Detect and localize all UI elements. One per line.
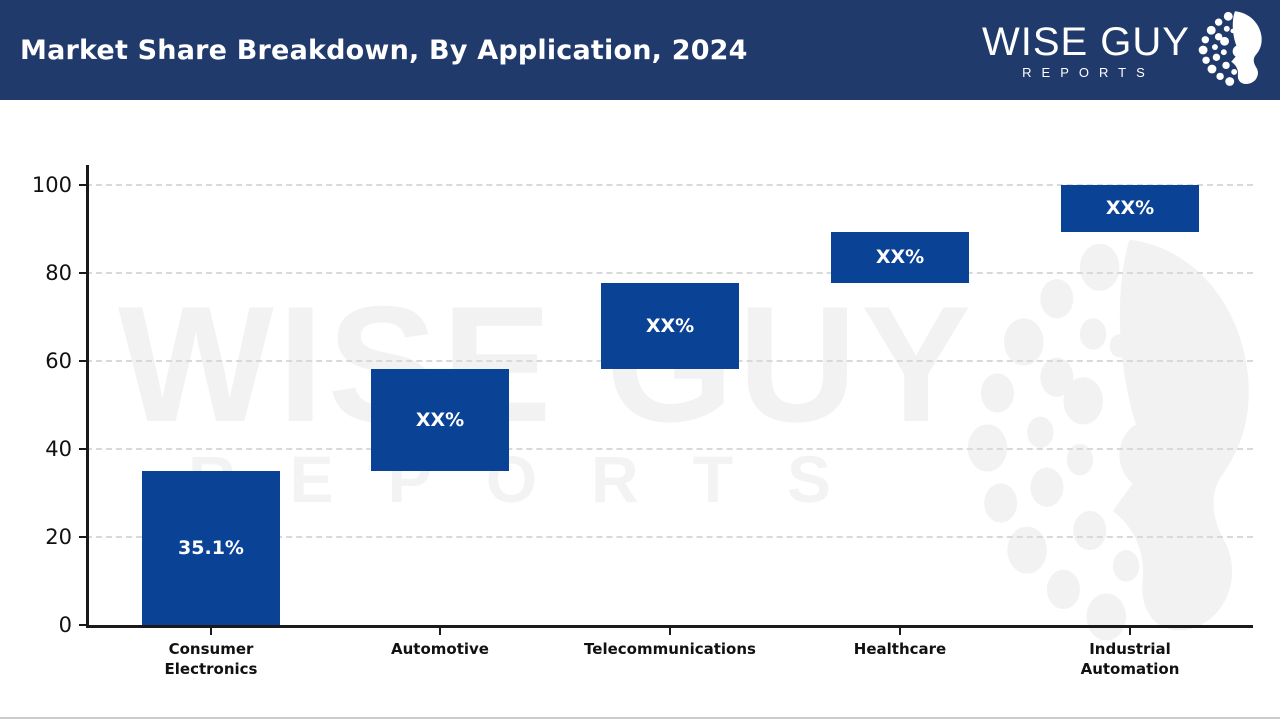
x-axis-spine [86,625,1253,628]
logo-head-icon [1192,9,1266,91]
x-axis-label-line: Electronics [164,660,258,678]
x-axis-category-label: Industrial Automation [1020,639,1240,679]
bar-telecommunications: XX% [601,283,739,369]
x-axis-category-label: Automotive [330,639,550,659]
logo-text: WISE GUY REPORTS [982,21,1190,80]
gridline-80 [86,272,1253,274]
y-tick-label: 20 [45,525,72,549]
wiseguy-logo: WISE GUY REPORTS [982,9,1266,91]
y-tick-label: 100 [31,173,72,197]
y-tick-label: 60 [45,349,72,373]
y-tick-label: 40 [45,437,72,461]
bar-value-label: XX% [415,408,465,431]
y-tick-mark [79,184,86,186]
logo-wordmark: WISE GUY [981,19,1190,64]
x-axis-category-label: Healthcare [790,639,1010,659]
y-tick-mark [79,536,86,538]
x-axis-label-line: Healthcare [853,640,947,658]
x-tick-mark [899,628,901,635]
x-tick-mark [1129,628,1131,635]
y-tick-mark [79,360,86,362]
x-axis-label-line: Automation [1080,660,1180,678]
y-tick-label: 0 [58,613,72,637]
bar-automotive: XX% [371,368,509,471]
x-axis-label-line: Consumer [168,640,254,658]
gridline-20 [86,536,1253,538]
gridline-100 [86,184,1253,186]
logo-subtitle: REPORTS [1022,64,1155,80]
bar-value-label: 35.1% [178,536,244,559]
bar-consumer-electronics: 35.1% [142,470,280,625]
x-axis-category-label: Telecommunications [560,639,780,659]
x-axis-category-label: Consumer Electronics [101,639,321,679]
x-axis-label-line: Industrial [1089,640,1171,658]
header-bar: Market Share Breakdown, By Application, … [0,0,1280,100]
bar-value-label: XX% [1105,197,1155,220]
x-tick-mark [439,628,441,635]
x-axis-label-line: Automotive [391,640,489,658]
y-tick-label: 80 [45,261,72,285]
x-axis-label-line: Telecommunications [584,640,756,658]
x-tick-mark [669,628,671,635]
gridline-40 [86,448,1253,450]
bar-healthcare: XX% [831,231,969,284]
y-tick-mark [79,448,86,450]
y-tick-mark [79,272,86,274]
bar-value-label: XX% [875,246,925,269]
x-tick-mark [210,628,212,635]
bar-industrial-automation: XX% [1061,185,1199,232]
y-axis-spine [86,165,89,628]
y-tick-mark [79,624,86,626]
bottom-divider [0,717,1280,719]
bar-value-label: XX% [645,315,695,337]
page-title: Market Share Breakdown, By Application, … [20,34,748,66]
